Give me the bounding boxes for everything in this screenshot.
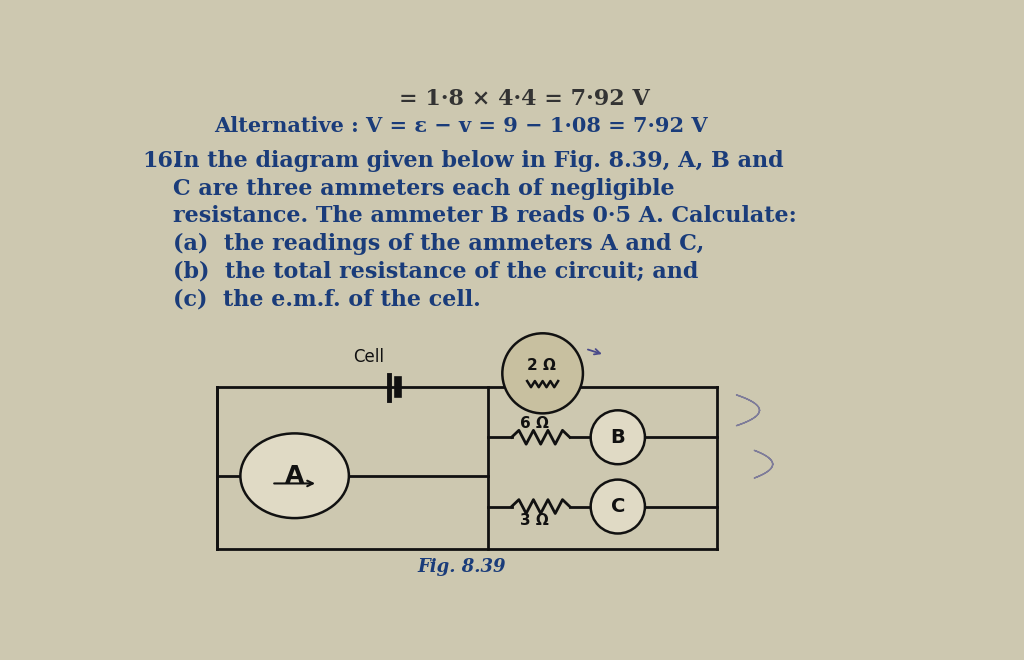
Circle shape xyxy=(591,411,645,464)
Text: 16.: 16. xyxy=(142,150,180,172)
Text: Fig. 8.39: Fig. 8.39 xyxy=(417,558,506,576)
Text: 6 Ω: 6 Ω xyxy=(520,416,549,431)
Text: Cell: Cell xyxy=(352,348,384,366)
Circle shape xyxy=(503,333,583,413)
Text: C: C xyxy=(610,497,625,516)
Text: (a)  the readings of the ammeters A and C,: (a) the readings of the ammeters A and C… xyxy=(173,233,705,255)
Circle shape xyxy=(591,480,645,533)
Text: Alternative : V = ε − v = 9 − 1·08 = 7·92 V: Alternative : V = ε − v = 9 − 1·08 = 7·9… xyxy=(214,116,708,136)
Text: (b)  the total resistance of the circuit; and: (b) the total resistance of the circuit;… xyxy=(173,261,698,283)
Text: 2 Ω: 2 Ω xyxy=(526,358,555,373)
Text: In the diagram given below in Fig. 8.39, A, B and: In the diagram given below in Fig. 8.39,… xyxy=(173,150,783,172)
Text: resistance. The ammeter B reads 0·5 A. Calculate:: resistance. The ammeter B reads 0·5 A. C… xyxy=(173,205,797,228)
Text: B: B xyxy=(610,428,626,447)
Text: 3 Ω: 3 Ω xyxy=(520,513,549,528)
Text: C are three ammeters each of negligible: C are three ammeters each of negligible xyxy=(173,178,675,200)
Text: A: A xyxy=(285,464,304,488)
Ellipse shape xyxy=(241,434,349,518)
Text: (c)  the e.m.f. of the cell.: (c) the e.m.f. of the cell. xyxy=(173,288,480,311)
Text: = 1·8 × 4·4 = 7·92 V: = 1·8 × 4·4 = 7·92 V xyxy=(399,88,650,110)
